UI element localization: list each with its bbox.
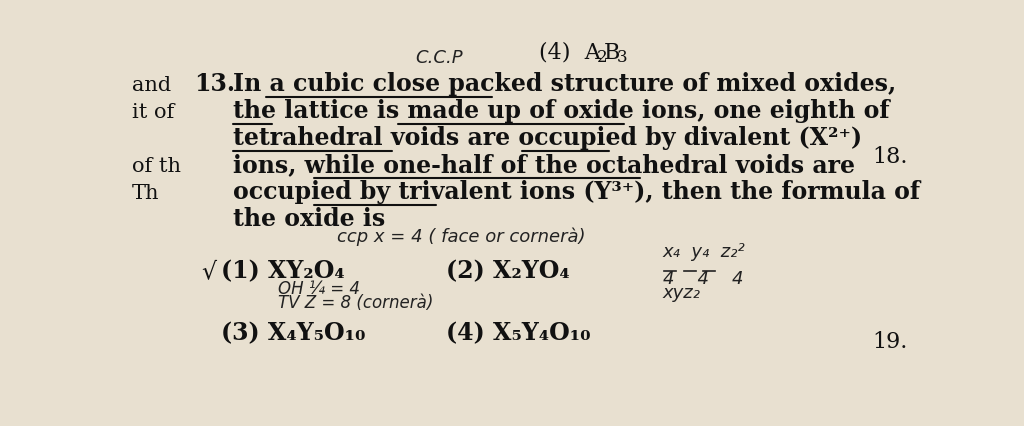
Text: (4) X₅Y₄O₁₀: (4) X₅Y₄O₁₀ [445,321,590,345]
Text: (1) XY₂O₄: (1) XY₂O₄ [221,259,345,283]
Text: Th: Th [132,184,160,203]
Text: TV Z = 8 (cornerà): TV Z = 8 (cornerà) [278,294,433,311]
Text: (4)  A: (4) A [539,42,600,64]
Text: B: B [604,42,621,64]
Text: it of: it of [132,103,174,122]
Text: tetrahedral voids are occupied by divalent (X²⁺): tetrahedral voids are occupied by divale… [232,126,862,150]
Text: (2) X₂YO₄: (2) X₂YO₄ [445,259,569,283]
Text: 13.: 13. [194,72,234,96]
Text: the lattice is made up of oxide ions, one eighth of: the lattice is made up of oxide ions, on… [232,99,889,123]
Text: (3) X₄Y₅O₁₀: (3) X₄Y₅O₁₀ [221,321,366,345]
Text: √: √ [202,259,217,283]
Text: OH ¼ = 4: OH ¼ = 4 [278,280,359,298]
Text: 2: 2 [597,49,607,66]
Text: and: and [132,76,171,95]
Text: x₄  y₄  z₂²: x₄ y₄ z₂² [663,244,745,262]
Text: 3: 3 [616,49,627,66]
Text: C.C.P: C.C.P [415,49,463,67]
Text: 18.: 18. [872,146,907,168]
Text: 19.: 19. [872,331,907,353]
Text: In a cubic close packed structure of mixed oxides,: In a cubic close packed structure of mix… [232,72,896,96]
Text: the oxide is: the oxide is [232,207,385,231]
Text: of th: of th [132,157,181,176]
Text: 4    4    4: 4 4 4 [663,270,743,288]
Text: ccp x = 4 ( face or cornerà): ccp x = 4 ( face or cornerà) [337,227,586,246]
Text: ions, while one-half of the octahedral voids are: ions, while one-half of the octahedral v… [232,153,855,177]
Text: xyz₂: xyz₂ [663,284,700,302]
Text: occupied by trivalent ions (Y³⁺), then the formula of: occupied by trivalent ions (Y³⁺), then t… [232,180,920,204]
